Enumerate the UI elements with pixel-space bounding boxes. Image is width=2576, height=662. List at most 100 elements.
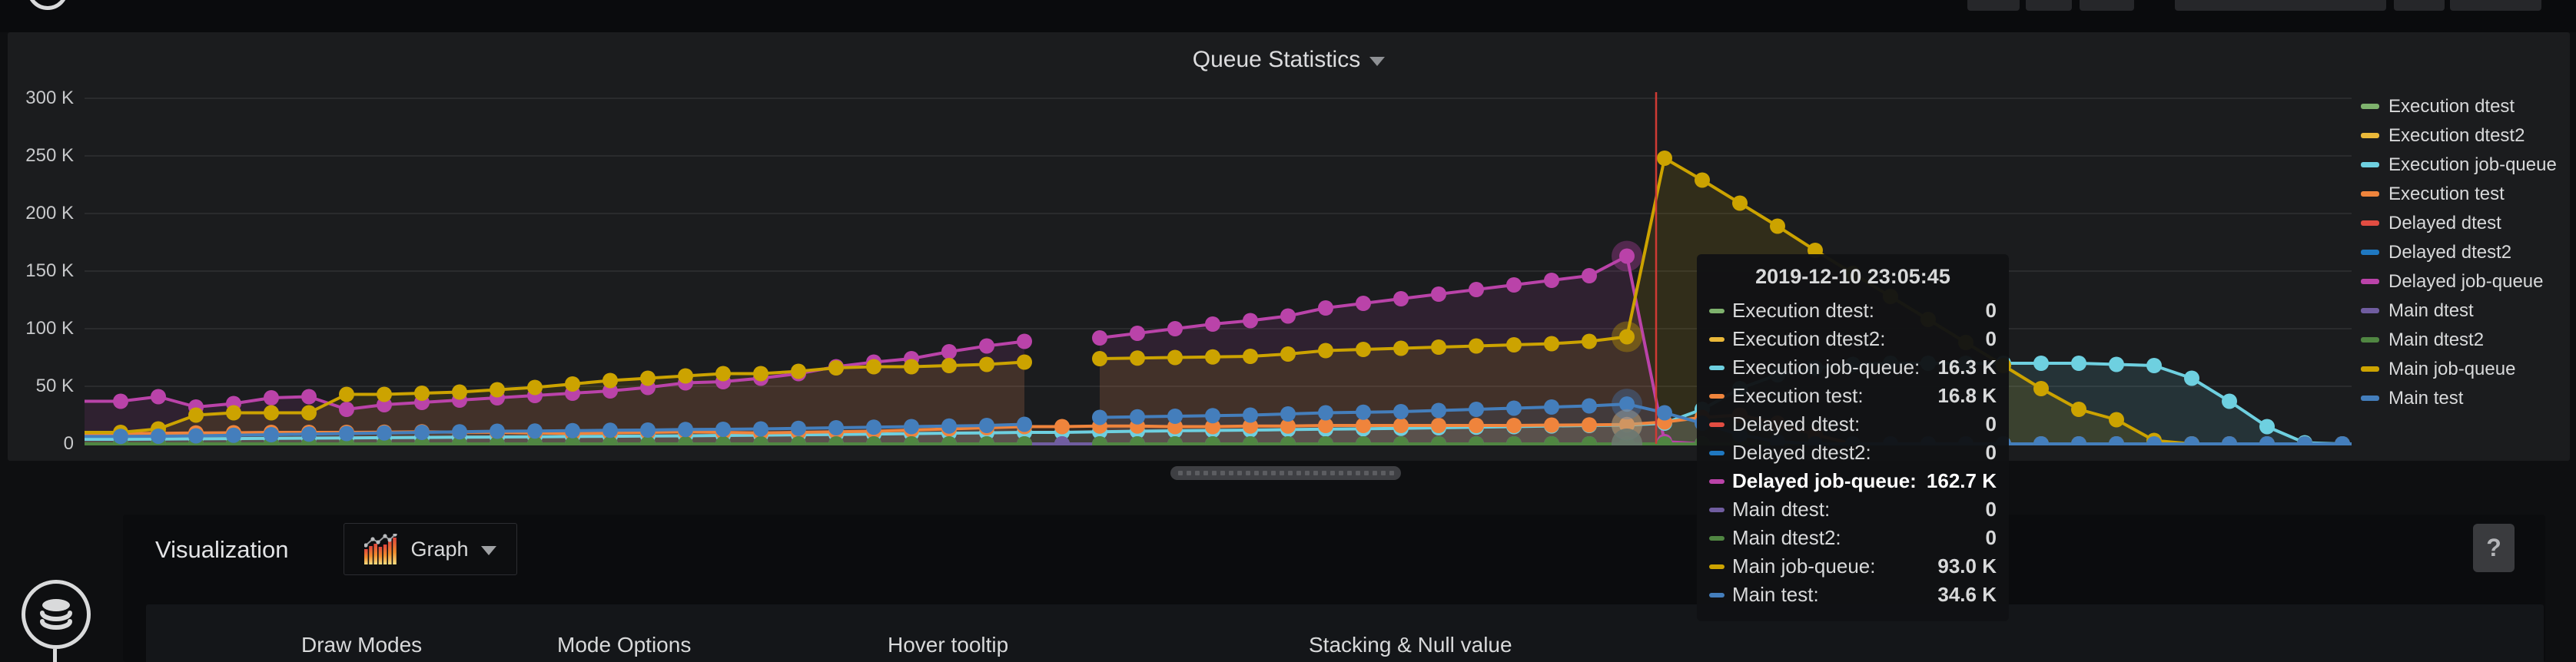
option-header-draw-modes: Draw Modes [301, 633, 423, 657]
data-point [2222, 436, 2237, 445]
data-point [1318, 343, 1333, 359]
legend-label: Main dtest [2388, 300, 2474, 321]
data-point [1469, 338, 1484, 354]
legend-item-execution-dtest[interactable]: Execution dtest [2361, 96, 2557, 117]
legend-color-dash[interactable] [2361, 396, 2379, 401]
navbar-button[interactable] [2026, 0, 2072, 11]
option-header-stacking-null-value: Stacking & Null value [1309, 633, 1512, 657]
data-point [2146, 436, 2162, 445]
legend-color-dash[interactable] [2361, 104, 2379, 109]
legend-color-dash[interactable] [2361, 162, 2379, 167]
data-point [1393, 340, 1409, 356]
data-point [979, 338, 994, 354]
data-point [1205, 316, 1220, 332]
legend-color-dash[interactable] [2361, 337, 2379, 343]
tooltip-row: Main test: 34.6 K [1709, 581, 1997, 609]
legend-item-delayed-dtest[interactable]: Delayed dtest [2361, 213, 2557, 233]
panel-title-menu[interactable]: Queue Statistics [8, 43, 2570, 77]
legend-color-dash[interactable] [2361, 220, 2379, 226]
data-point [1582, 398, 1597, 414]
data-point [1469, 402, 1484, 417]
legend-item-execution-test[interactable]: Execution test [2361, 184, 2557, 204]
legend-item-execution-job-queue[interactable]: Execution job-queue [2361, 154, 2557, 175]
time-series-plot[interactable] [85, 92, 2352, 445]
option-header-mode-options: Mode Options [557, 633, 692, 657]
tooltip-color-dash [1709, 393, 1725, 399]
data-point [1544, 436, 1559, 445]
legend-item-delayed-job-queue[interactable]: Delayed job-queue [2361, 271, 2557, 292]
y-axis-tick: 0 [63, 433, 74, 454]
tooltip-series-name: Delayed dtest2: [1732, 441, 1871, 464]
data-point [1356, 342, 1371, 357]
data-point [678, 368, 693, 384]
navbar-button[interactable] [2394, 0, 2445, 11]
data-point [226, 405, 241, 421]
data-point [1506, 400, 1522, 416]
data-point [1356, 436, 1371, 445]
data-point [2109, 436, 2124, 445]
navbar-button[interactable] [1967, 0, 2020, 11]
data-point [1318, 436, 1333, 445]
tooltip-timestamp: 2019-12-10 23:05:45 [1755, 265, 1950, 288]
hover-halo [1612, 429, 1642, 445]
legend-color-dash[interactable] [2361, 191, 2379, 197]
data-point [2222, 393, 2237, 409]
tooltip-series-value: 0 [1985, 299, 1997, 322]
data-point [1243, 407, 1258, 423]
data-point [1695, 172, 1710, 188]
database-icon [40, 599, 72, 630]
data-point [941, 358, 957, 373]
tooltip-row: Execution job-queue: 16.3 K [1709, 353, 1997, 382]
legend-color-dash[interactable] [2361, 366, 2379, 372]
data-point [1205, 408, 1220, 424]
tooltip-row: Delayed dtest2: 0 [1709, 439, 1997, 467]
y-axis-tick: 50 K [35, 376, 74, 396]
data-point [1544, 399, 1559, 415]
queries-section-icon[interactable] [22, 580, 91, 649]
data-point [1469, 282, 1484, 297]
navbar-button[interactable] [2450, 0, 2541, 11]
y-axis-tick: 250 K [25, 145, 74, 166]
data-point [1431, 286, 1446, 302]
navbar-button[interactable] [2175, 0, 2386, 11]
data-point [979, 356, 994, 372]
data-point [1393, 404, 1409, 419]
visualization-type-selector[interactable]: Graph [344, 523, 517, 575]
legend-color-dash[interactable] [2361, 133, 2379, 138]
data-point [640, 436, 656, 445]
legend-item-main-test[interactable]: Main test [2361, 388, 2557, 409]
data-point [1393, 291, 1409, 306]
legend-item-main-dtest2[interactable]: Main dtest2 [2361, 329, 2557, 350]
legend-item-execution-dtest2[interactable]: Execution dtest2 [2361, 125, 2557, 146]
data-point [1130, 436, 1145, 445]
scrollbar-texture-dot [1380, 471, 1386, 475]
legend-color-dash[interactable] [2361, 308, 2379, 313]
legend-item-delayed-dtest2[interactable]: Delayed dtest2 [2361, 242, 2557, 263]
data-point [1130, 326, 1145, 341]
data-point [151, 428, 166, 444]
data-point [715, 366, 731, 382]
scrollbar-texture-dot [1211, 471, 1217, 475]
legend-color-dash[interactable] [2361, 250, 2379, 255]
legend-item-main-job-queue[interactable]: Main job-queue [2361, 359, 2557, 379]
data-point [1506, 337, 1522, 353]
tooltip-series-name: Main test: [1732, 583, 1819, 606]
tooltip-series-value: 0 [1985, 498, 1997, 521]
data-point [603, 422, 618, 439]
legend-color-dash[interactable] [2361, 279, 2379, 284]
horizontal-scrollbar[interactable] [1170, 466, 1401, 480]
data-point [452, 424, 467, 440]
data-point [866, 419, 881, 435]
hover-halo [1612, 321, 1642, 353]
hover-halo [1612, 240, 1642, 272]
data-point [2033, 381, 2049, 396]
navbar-button[interactable] [2080, 0, 2134, 11]
scrollbar-texture-dot [1389, 471, 1394, 475]
data-point [1280, 346, 1296, 362]
legend-item-main-dtest[interactable]: Main dtest [2361, 300, 2557, 321]
y-axis-tick: 200 K [25, 203, 74, 223]
help-button[interactable]: ? [2473, 524, 2515, 572]
tooltip-series-name: Execution dtest2: [1732, 327, 1886, 350]
data-point [1506, 277, 1522, 293]
data-point [2071, 436, 2086, 445]
